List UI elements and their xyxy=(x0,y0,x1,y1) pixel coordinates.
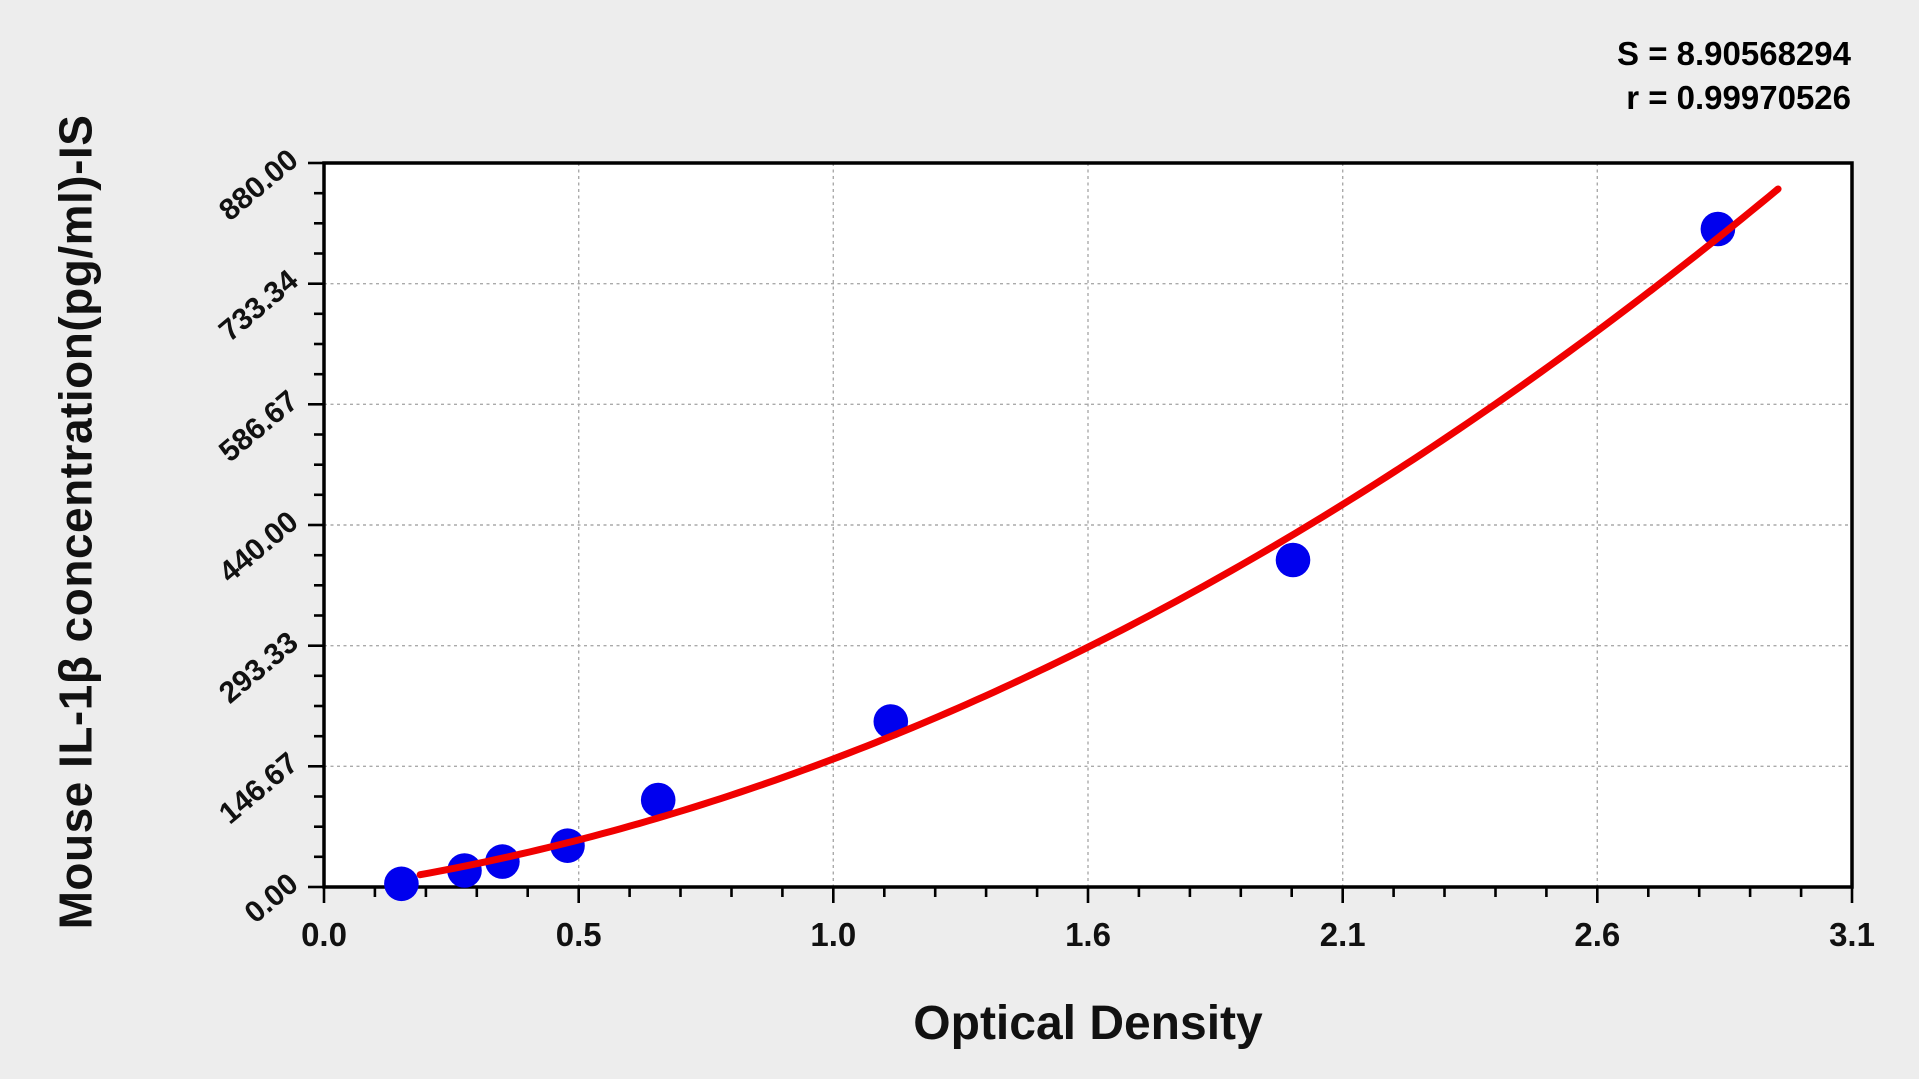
svg-text:1.0: 1.0 xyxy=(810,916,856,953)
svg-text:2.1: 2.1 xyxy=(1320,916,1366,953)
svg-text:0.5: 0.5 xyxy=(556,916,602,953)
svg-text:2.6: 2.6 xyxy=(1574,916,1620,953)
svg-text:1.6: 1.6 xyxy=(1065,916,1111,953)
svg-text:0.0: 0.0 xyxy=(301,916,347,953)
svg-text:3.1: 3.1 xyxy=(1829,916,1875,953)
